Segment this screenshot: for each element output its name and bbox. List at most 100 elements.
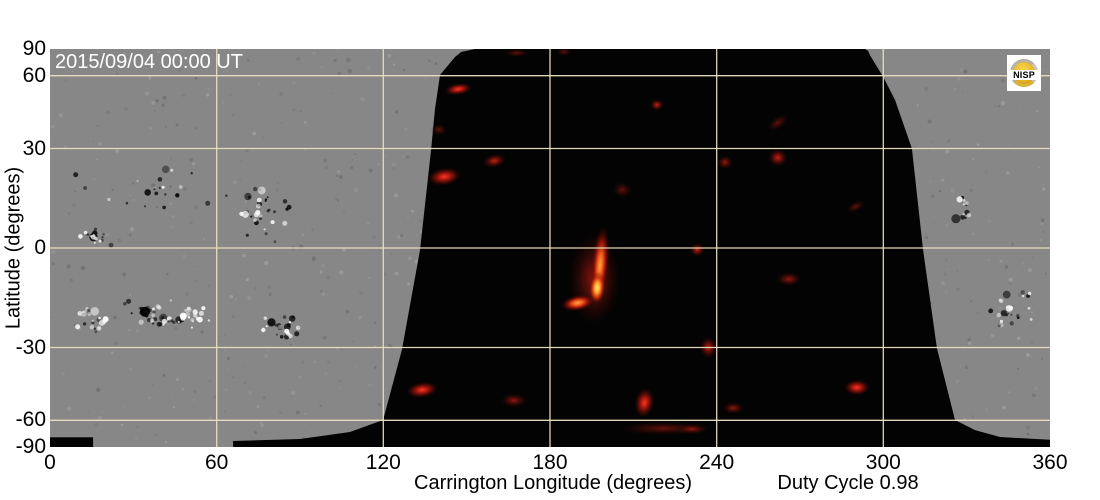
active-region-speckles xyxy=(73,165,1033,340)
speckle xyxy=(158,186,161,189)
speckle xyxy=(152,307,156,311)
noise-dot xyxy=(343,211,345,214)
noise-dot xyxy=(1040,239,1043,242)
noise-dot xyxy=(347,69,352,74)
noise-dot xyxy=(203,238,206,240)
noise-dot xyxy=(374,366,377,369)
speckle xyxy=(192,309,198,315)
noise-dot xyxy=(945,223,949,227)
speckle xyxy=(126,298,132,304)
noise-dot xyxy=(394,110,399,114)
speckle xyxy=(1006,305,1009,309)
noise-dot xyxy=(276,182,279,185)
activity-blob xyxy=(767,114,789,132)
speckle xyxy=(179,185,183,189)
noise-dot xyxy=(390,384,393,388)
major-spot xyxy=(140,306,150,317)
noise-dot xyxy=(267,285,271,289)
noise-dot xyxy=(337,49,340,51)
speckle xyxy=(138,307,141,310)
noise-dot xyxy=(346,57,351,63)
noise-dot xyxy=(314,360,317,363)
noise-dot xyxy=(289,214,291,216)
noise-dot xyxy=(394,271,399,276)
noise-dot xyxy=(397,235,401,239)
speckle xyxy=(175,193,180,198)
speckle xyxy=(282,220,288,226)
speckle xyxy=(1029,318,1033,321)
noise-dot xyxy=(239,178,242,181)
speckle xyxy=(86,233,90,236)
noise-dot xyxy=(206,93,210,97)
noise-dot xyxy=(229,294,234,299)
speckle xyxy=(951,214,961,224)
noise-dot xyxy=(298,375,302,379)
speckle xyxy=(195,311,198,314)
noise-dot xyxy=(58,113,63,118)
noise-dot xyxy=(416,234,418,237)
speckle xyxy=(169,299,172,302)
noise-dot xyxy=(51,250,56,254)
x-tick-label: 360 xyxy=(1032,451,1068,474)
speckle xyxy=(138,319,144,325)
noise-dot xyxy=(111,188,114,191)
noise-dot xyxy=(336,174,339,177)
noise-dot xyxy=(243,381,246,385)
activity-blob xyxy=(649,98,664,111)
noise-dot xyxy=(207,284,210,288)
speckle xyxy=(239,211,244,216)
speckle xyxy=(245,233,249,237)
noise-dot xyxy=(205,49,208,52)
activity-blob xyxy=(767,148,788,167)
noise-dot xyxy=(953,88,957,91)
speckle xyxy=(270,220,275,225)
speckle xyxy=(256,203,261,209)
noise-dot xyxy=(247,296,252,300)
speckle xyxy=(962,199,966,202)
noise-dot xyxy=(395,363,398,366)
noise-dot xyxy=(1041,357,1043,360)
noise-dot xyxy=(959,67,964,72)
activity-blob xyxy=(503,49,530,57)
speckle xyxy=(75,324,81,330)
noise-dot xyxy=(930,194,935,198)
noise-dot xyxy=(351,158,354,161)
noise-dot xyxy=(947,139,950,142)
noise-dot xyxy=(177,67,182,73)
noise-dot xyxy=(925,235,929,240)
noise-dot xyxy=(244,148,249,153)
noise-dot xyxy=(156,50,161,54)
speckle xyxy=(1020,290,1025,295)
speckle xyxy=(998,324,1002,328)
noise-dot xyxy=(208,416,212,420)
noise-dot xyxy=(311,256,316,261)
noise-dot xyxy=(993,104,996,108)
noise-dot xyxy=(321,263,325,268)
noise-dot xyxy=(66,264,71,269)
noise-dot xyxy=(194,76,198,80)
noise-dot xyxy=(148,127,153,131)
noise-dot xyxy=(226,357,230,360)
noise-dot xyxy=(392,167,395,170)
speckle xyxy=(253,186,258,192)
speckle xyxy=(92,234,96,237)
noise-dot xyxy=(260,423,264,427)
noise-dot xyxy=(354,365,357,368)
noise-dot xyxy=(169,202,173,206)
noise-dot xyxy=(956,270,959,272)
y-tick-label: 0 xyxy=(34,236,46,259)
activity-blob xyxy=(430,123,447,136)
speckle xyxy=(93,241,96,244)
noise-dot xyxy=(407,282,411,286)
noise-dot xyxy=(134,437,138,441)
speckle xyxy=(263,316,267,320)
noise-dot xyxy=(185,292,190,297)
noise-dot xyxy=(145,91,150,96)
noise-dot xyxy=(194,279,197,282)
speckle xyxy=(1021,294,1025,298)
noise-dot xyxy=(153,109,156,112)
activity-blob xyxy=(561,294,595,312)
speckle xyxy=(101,236,104,239)
noise-dot xyxy=(293,81,295,84)
noise-dot xyxy=(940,281,945,286)
